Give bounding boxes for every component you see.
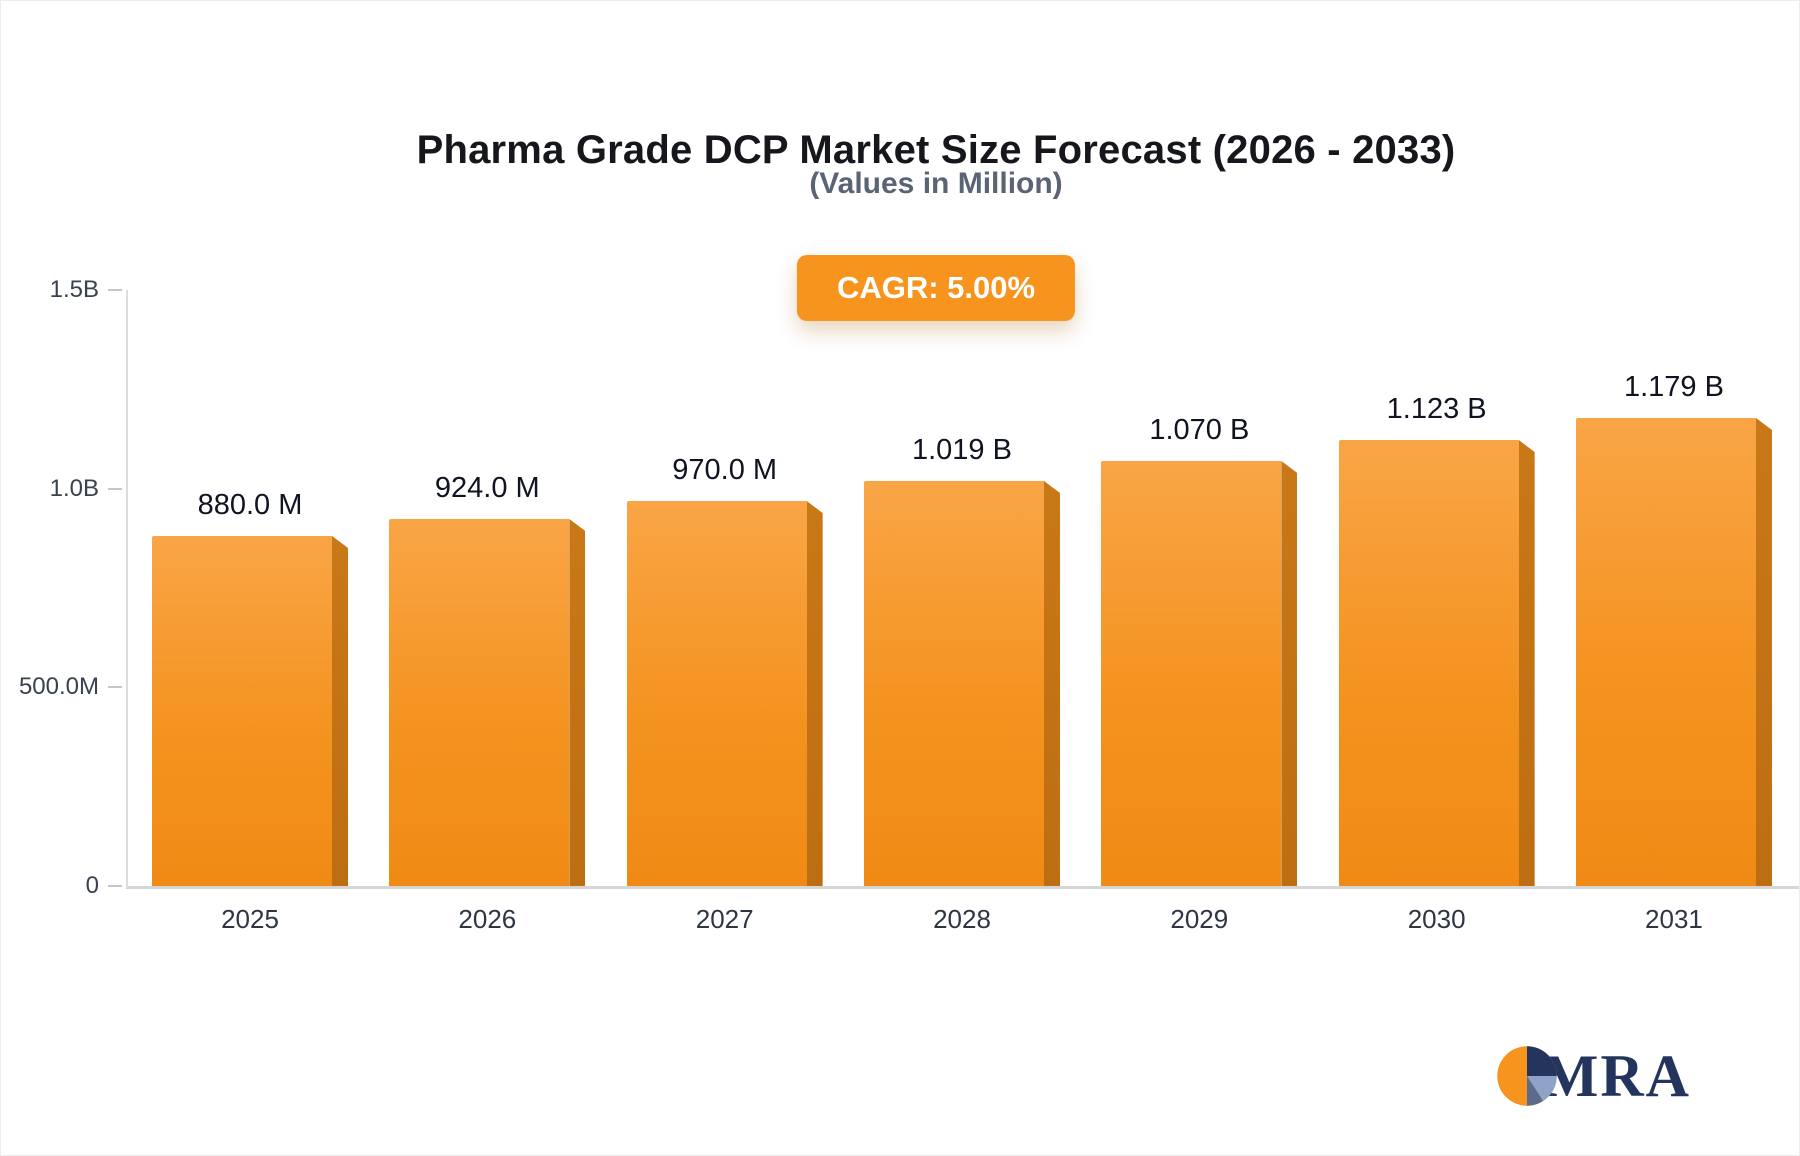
- bar-group-2029: 1.070 B 2029: [1101, 414, 1298, 934]
- mra-logo: MRA: [1496, 1045, 1691, 1107]
- bar-side-face: [1755, 418, 1772, 886]
- x-axis-label-2031: 2031: [1645, 904, 1703, 934]
- y-tick-1.0B: 1.0B: [50, 475, 122, 503]
- bar-side-face: [806, 501, 823, 886]
- bar-group-2025: 880.0 M 2025: [152, 489, 348, 934]
- mra-logo-pie-icon: [1496, 1046, 1557, 1106]
- bar-value-label: 1.123 B: [1386, 393, 1487, 425]
- bar-group-2026: 924.0 M 2026: [389, 472, 586, 934]
- y-axis: 1.5B 1.0B 500.0M 0: [1, 276, 122, 899]
- x-axis-label-2028: 2028: [933, 904, 991, 934]
- bar-group-2030: 1.123 B 2030: [1338, 393, 1535, 934]
- bar-value-label: 924.0 M: [434, 472, 540, 504]
- bar-group-2028: 1.019 B 2028: [863, 434, 1060, 934]
- bar-side-face: [569, 519, 586, 886]
- y-tick-label: 0: [85, 872, 99, 899]
- x-axis-label-2030: 2030: [1407, 904, 1466, 934]
- chart-title: Pharma Grade DCP Market Size Forecast (2…: [416, 127, 1456, 172]
- tick-mark: [108, 289, 122, 291]
- bar-2025[interactable]: [152, 536, 348, 886]
- tick-mark: [108, 487, 122, 490]
- tick-mark: [108, 686, 122, 689]
- bar-value-label: 970.0 M: [672, 454, 778, 486]
- bar-2028[interactable]: [863, 481, 1060, 886]
- x-axis-label-2025: 2025: [221, 904, 279, 934]
- bar-value-label: 1.179 B: [1623, 371, 1724, 403]
- tick-mark: [108, 885, 122, 887]
- bar-2029[interactable]: [1101, 461, 1298, 886]
- bar-side-face: [1518, 440, 1535, 886]
- y-tick-0: 0: [86, 872, 122, 900]
- x-axis-label-2029: 2029: [1170, 904, 1229, 934]
- bar-2031[interactable]: [1575, 418, 1772, 886]
- bar-side-face: [1043, 481, 1060, 886]
- bar-2030[interactable]: [1338, 440, 1535, 886]
- y-tick-label: 1.0B: [49, 474, 99, 502]
- y-tick-label: 1.5B: [49, 276, 99, 303]
- chart-subtitle: (Values in Million): [809, 167, 1063, 200]
- bar-side-face: [332, 536, 348, 886]
- bar-value-label: 1.070 B: [1149, 414, 1250, 446]
- bar-2027[interactable]: [626, 501, 823, 886]
- x-axis-label-2027: 2027: [695, 904, 754, 934]
- y-tick-1.5B: 1.5B: [50, 276, 122, 304]
- plot-area: 880.0 M 2025 924.0 M 2026 970.0 M 2027 1.019 B…: [126, 290, 1799, 934]
- cagr-badge: CAGR: 5.00%: [796, 255, 1076, 321]
- bar-value-label: 880.0 M: [197, 489, 303, 521]
- y-tick-label: 500.0M: [18, 673, 99, 701]
- mra-logo-text: MRA: [1541, 1043, 1691, 1109]
- bar-group-2027: 970.0 M 2027: [626, 454, 823, 934]
- y-tick-500.0M: 500.0M: [19, 673, 122, 701]
- bar-group-2031: 1.179 B 2031: [1575, 371, 1772, 934]
- bar-value-label: 1.019 B: [911, 434, 1012, 466]
- bar-side-face: [1281, 461, 1298, 886]
- bar-2026[interactable]: [389, 519, 586, 886]
- x-axis-label-2026: 2026: [458, 904, 517, 934]
